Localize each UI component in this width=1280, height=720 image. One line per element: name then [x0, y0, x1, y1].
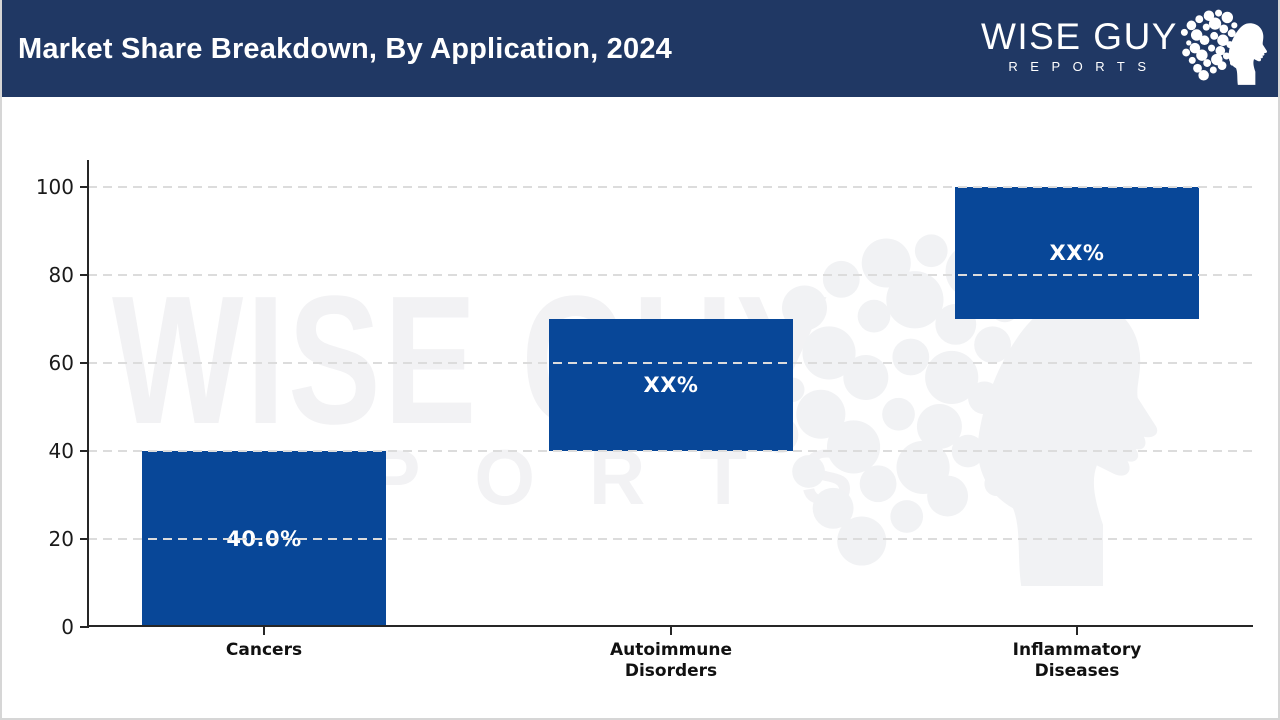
y-gridline [88, 274, 1253, 276]
brand-logo-text: WISE GUY REPORTS [980, 16, 1178, 74]
page-title: Market Share Breakdown, By Application, … [18, 33, 672, 65]
y-gridline [88, 538, 1253, 540]
y-axis-tick [80, 186, 88, 188]
y-gridline [88, 362, 1253, 364]
header-bar: Market Share Breakdown, By Application, … [0, 0, 1280, 97]
y-axis-tick [80, 626, 88, 628]
y-axis-tick [80, 538, 88, 540]
y-gridline [88, 186, 1253, 188]
x-category-label: Cancers [225, 640, 303, 660]
y-tick-label: 60 [48, 351, 74, 375]
y-tick-label: 20 [48, 527, 74, 551]
y-tick-label: 100 [35, 175, 74, 199]
y-tick-label: 0 [61, 615, 74, 639]
face-profile [1228, 23, 1267, 85]
y-axis-tick [80, 362, 88, 364]
dotted-head-icon [1180, 9, 1267, 85]
bar-value-label: XX% [643, 373, 699, 397]
bar-inflammatory-diseases: XX% [955, 187, 1199, 319]
brand-logo: WISE GUY REPORTS [981, 6, 1272, 85]
brand-name: WISE GUY [980, 16, 1178, 58]
x-axis-line [87, 625, 1253, 627]
brand-subname: REPORTS [1008, 58, 1159, 74]
head-dots [1180, 9, 1240, 81]
x-axis-tick [1076, 627, 1078, 635]
x-axis-tick [670, 627, 672, 635]
y-tick-label: 80 [48, 263, 74, 287]
x-category-label: Autoimmune Disorders [609, 640, 733, 681]
x-axis-tick [263, 627, 265, 635]
y-axis-tick [80, 450, 88, 452]
y-gridline [88, 450, 1253, 452]
bar-value-label: XX% [1049, 241, 1105, 265]
bar-autoimmune-disorders: XX% [549, 319, 793, 451]
y-tick-label: 40 [48, 439, 74, 463]
y-axis-line [87, 160, 89, 628]
y-axis-tick [80, 274, 88, 276]
x-category-label: Inflammatory Diseases [1012, 640, 1142, 681]
